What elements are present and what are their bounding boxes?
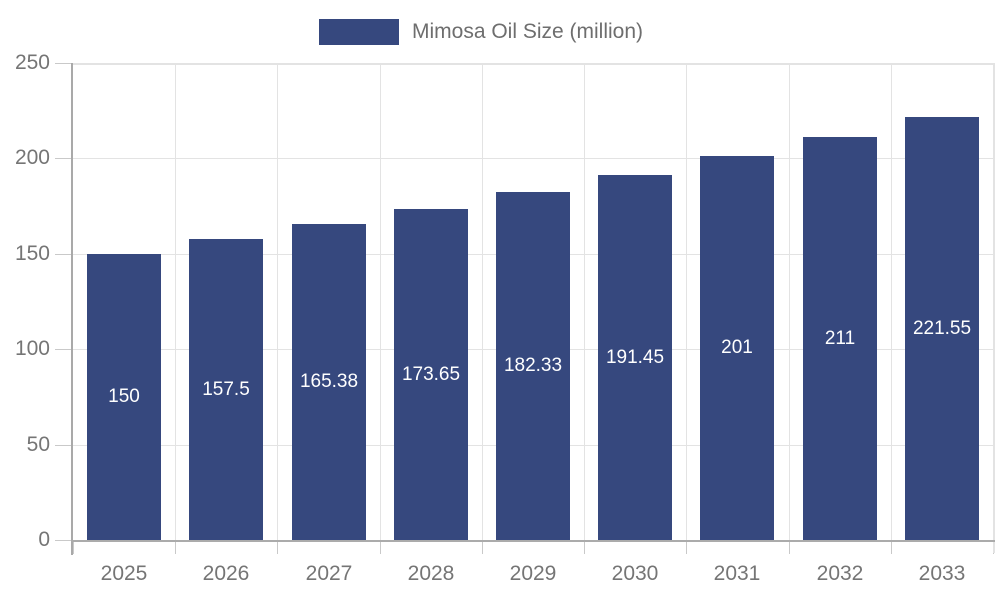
bar-value-label: 150 xyxy=(108,386,140,407)
bar xyxy=(598,175,672,540)
bar-value-label: 221.55 xyxy=(912,318,972,339)
x-gridline xyxy=(686,63,687,540)
y-gridline xyxy=(73,158,993,159)
x-tick-label: 2031 xyxy=(713,562,761,585)
x-tick-label: 2025 xyxy=(100,562,148,585)
x-tick xyxy=(73,542,74,554)
x-tick-label: 2027 xyxy=(305,562,353,585)
x-gridline xyxy=(482,63,483,540)
x-gridline xyxy=(584,63,585,540)
x-tick-label: 2033 xyxy=(918,562,966,585)
x-gridline xyxy=(277,63,278,540)
x-gridline xyxy=(175,63,176,540)
bar xyxy=(496,192,570,540)
bar-value-label: 165.38 xyxy=(299,371,359,392)
bar xyxy=(189,239,263,540)
x-tick xyxy=(584,542,585,554)
y-tick xyxy=(55,540,73,541)
bar xyxy=(87,254,161,540)
bar-value-label: 211 xyxy=(824,328,856,349)
x-tick-label: 2029 xyxy=(509,562,557,585)
bar xyxy=(292,224,366,540)
bar xyxy=(700,156,774,540)
y-tick-label: 250 xyxy=(14,51,50,74)
x-tick xyxy=(789,542,790,554)
x-tick xyxy=(891,542,892,554)
bar-value-label: 173.65 xyxy=(401,364,461,385)
plot-right-border xyxy=(993,63,995,553)
y-axis-line xyxy=(71,63,73,555)
y-gridline xyxy=(73,63,993,65)
legend-label: Mimosa Oil Size (million) xyxy=(412,20,644,43)
legend-swatch xyxy=(319,19,399,45)
y-tick-label: 100 xyxy=(14,337,50,360)
x-tick-label: 2032 xyxy=(816,562,864,585)
y-tick xyxy=(55,349,73,350)
bar-value-label: 157.5 xyxy=(202,379,250,400)
bar xyxy=(394,209,468,540)
y-tick xyxy=(55,445,73,446)
y-tick xyxy=(55,158,73,159)
x-axis-line xyxy=(71,540,995,542)
x-tick xyxy=(482,542,483,554)
x-tick xyxy=(175,542,176,554)
y-tick xyxy=(55,254,73,255)
x-tick xyxy=(277,542,278,554)
x-gridline xyxy=(891,63,892,540)
bar-value-label: 191.45 xyxy=(605,347,665,368)
bar-value-label: 201 xyxy=(721,337,753,358)
y-tick-label: 0 xyxy=(38,528,50,551)
x-gridline xyxy=(380,63,381,540)
legend-item[interactable]: Mimosa Oil Size (million) xyxy=(319,19,643,45)
y-tick-label: 200 xyxy=(14,146,50,169)
x-gridline xyxy=(789,63,790,540)
y-tick xyxy=(55,63,73,64)
bar xyxy=(905,117,979,540)
bar xyxy=(803,137,877,540)
x-tick xyxy=(380,542,381,554)
x-tick-label: 2028 xyxy=(407,562,455,585)
x-tick-label: 2030 xyxy=(611,562,659,585)
x-tick-label: 2026 xyxy=(202,562,250,585)
bar-value-label: 182.33 xyxy=(503,355,563,376)
y-tick-label: 150 xyxy=(14,242,50,265)
y-tick-label: 50 xyxy=(26,433,50,456)
x-tick xyxy=(686,542,687,554)
